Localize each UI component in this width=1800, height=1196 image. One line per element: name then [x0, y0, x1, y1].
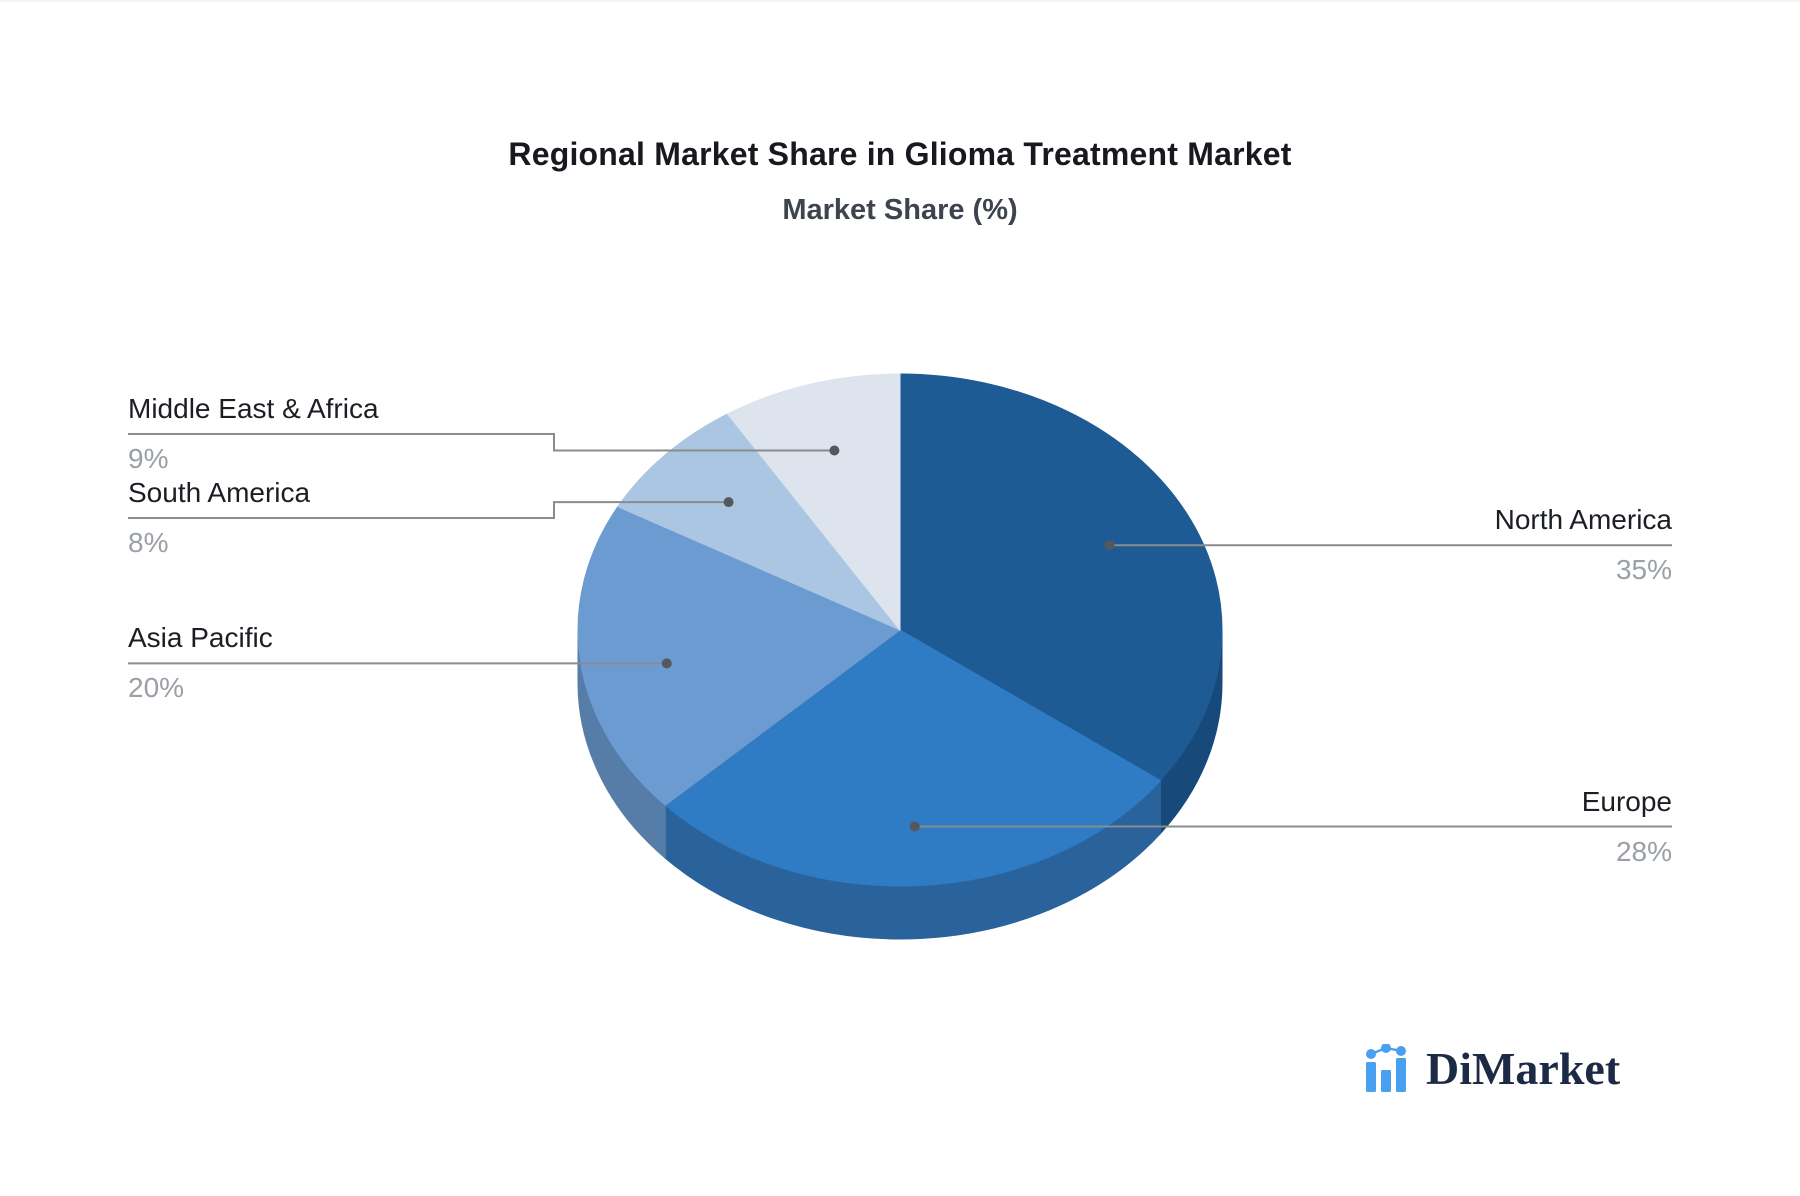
- slice-label-south-america: South America: [128, 477, 311, 508]
- leader-line-middle-east-africa: [128, 433, 835, 452]
- leader-line-south-america: [128, 501, 729, 519]
- slice-label-asia-pacific: Asia Pacific: [128, 622, 273, 654]
- slice-label-middle-east-africa: Middle East & Africa: [128, 393, 379, 424]
- slice-pct-asia-pacific: 20%: [128, 672, 185, 704]
- pie-slice-north-america: [899, 373, 1223, 782]
- pie-slice-middle-east-africa: [726, 373, 901, 632]
- dimarket-logo-icon: [1366, 1044, 1406, 1092]
- leader-dot-north-america: [1104, 540, 1115, 551]
- logo-dot: [1396, 1046, 1406, 1056]
- slice-label-europe: Europe: [1581, 785, 1672, 817]
- leader-dot-south-america: [723, 497, 734, 508]
- logo-bar: [1396, 1058, 1406, 1092]
- pie-slice-europe: [664, 629, 1162, 887]
- slice-pct-south-america: 8%: [128, 527, 169, 558]
- leader-dot-middle-east-africa: [829, 445, 840, 456]
- slice-pct-north-america: 35%: [1615, 554, 1672, 586]
- logo-bar: [1381, 1070, 1391, 1092]
- leader-dot-asia-pacific: [661, 658, 672, 669]
- logo-dot: [1366, 1049, 1376, 1059]
- pie-slice-asia-pacific: [577, 506, 901, 806]
- slice-label-north-america: North America: [1494, 504, 1672, 536]
- leader-dot-europe: [909, 821, 920, 832]
- top-hairline: [0, 0, 1800, 2]
- slice-pct-europe: 28%: [1615, 835, 1672, 867]
- dimarket-logo: DiMarket: [1364, 1044, 1620, 1092]
- chart-subtitle: Market Share (%): [782, 194, 1018, 226]
- chart-title: Regional Market Share in Glioma Treatmen…: [508, 136, 1292, 172]
- slice-pct-middle-east-africa: 9%: [128, 443, 169, 474]
- logo-dot: [1381, 1044, 1391, 1053]
- logo-bar: [1366, 1062, 1376, 1092]
- dimarket-logo-text: DiMarket: [1426, 1043, 1621, 1094]
